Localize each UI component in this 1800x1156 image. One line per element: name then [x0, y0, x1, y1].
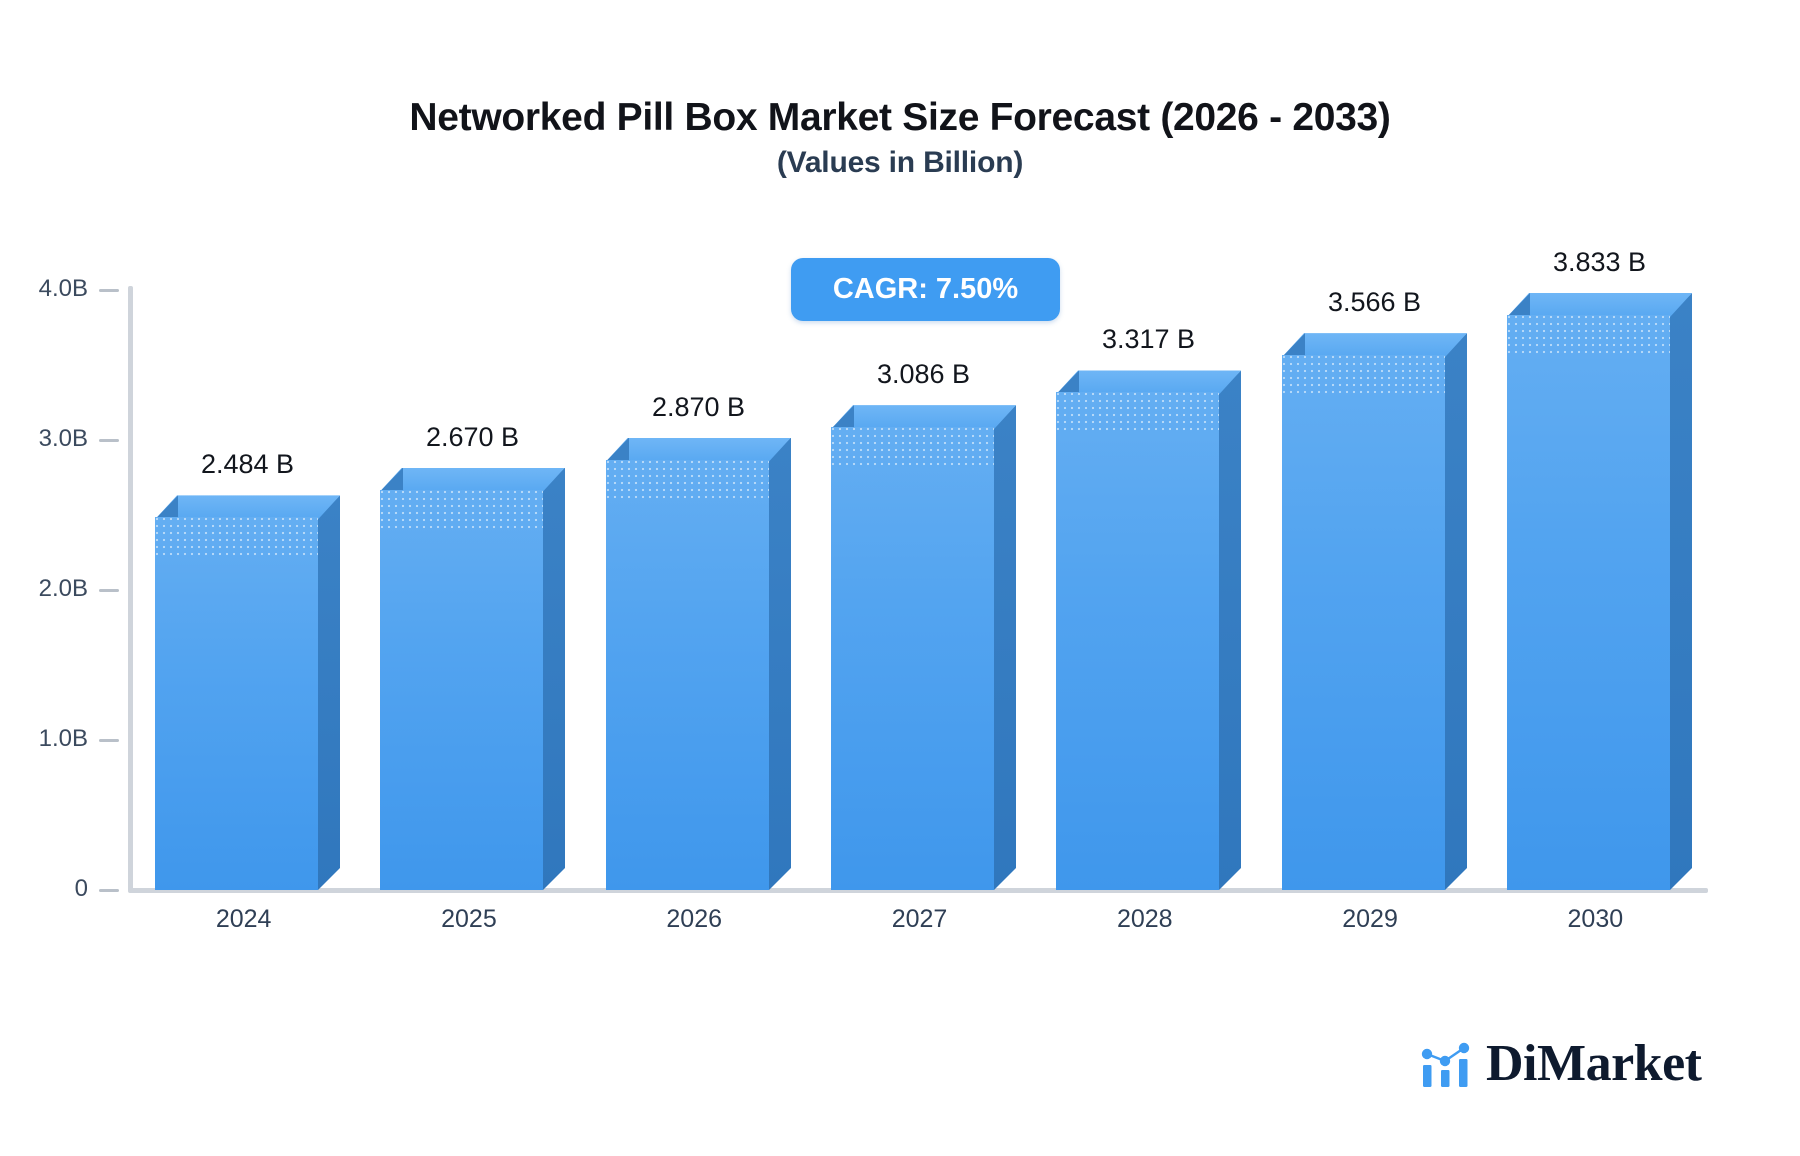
bar[interactable] [1056, 370, 1241, 890]
bar-side-face [543, 467, 565, 890]
bar-left-wedge [155, 495, 178, 520]
y-axis-tick-mark [99, 889, 119, 892]
y-axis-line [128, 286, 133, 892]
brand-logo: DiMarket [1420, 1035, 1702, 1092]
bar-texture [606, 459, 769, 502]
bar-side-face [769, 437, 791, 890]
bar[interactable] [606, 437, 791, 890]
bar-chart-icon [1420, 1039, 1472, 1089]
bar-value-label: 3.086 B [876, 359, 971, 390]
x-axis-tick-label: 2029 [1342, 905, 1398, 933]
bar-front-face [155, 517, 318, 890]
x-axis-tick-label: 2027 [891, 905, 948, 933]
cagr-badge: CAGR: 7.50% [791, 258, 1060, 321]
bar-front-face [380, 489, 543, 890]
bar-front-face [831, 427, 994, 890]
bar-value-label: 3.566 B [1327, 287, 1422, 318]
bar-texture [155, 517, 318, 560]
bar-front-face [1507, 315, 1670, 890]
brand-name: DiMarket [1486, 1035, 1702, 1092]
page-title: Networked Pill Box Market Size Forecast … [409, 96, 1391, 139]
x-axis-line [128, 888, 1708, 893]
x-axis-tick-label: 2026 [666, 905, 723, 933]
bar-texture [1056, 392, 1219, 435]
bar-side-face [1670, 293, 1692, 890]
y-axis-tick-mark [99, 289, 119, 292]
bar-top-face [380, 467, 565, 492]
y-axis-tick-mark [99, 589, 119, 592]
y-axis-tick-label: 3.0B [38, 425, 88, 452]
bar-side-face [994, 405, 1016, 890]
x-axis-tick-label: 2030 [1567, 905, 1624, 933]
bar-side-face [1445, 333, 1467, 890]
bar-texture [831, 427, 994, 470]
bar[interactable] [380, 467, 565, 890]
bar[interactable] [1507, 293, 1692, 890]
bar-front-face [1282, 355, 1445, 890]
x-axis-tick-label: 2028 [1116, 905, 1173, 933]
bar-texture [1507, 315, 1670, 358]
bar-texture [1282, 355, 1445, 398]
bar[interactable] [155, 495, 340, 890]
bar-top-face [1282, 333, 1467, 358]
cagr-badge-label: CAGR: 7.50% [832, 273, 1019, 305]
bar-value-label: 2.670 B [425, 421, 520, 452]
bar-top-face [1056, 370, 1241, 395]
bar-side-face [318, 495, 340, 890]
bar[interactable] [831, 405, 1016, 890]
bar-top-face [606, 437, 791, 462]
bar-top-face [831, 405, 1016, 430]
bar-front-face [1056, 392, 1219, 890]
bar-value-label: 3.833 B [1552, 247, 1647, 278]
bar-top-face [155, 495, 340, 520]
y-axis-tick-label: 0 [74, 875, 88, 902]
page-subtitle: (Values in Billion) [776, 146, 1024, 179]
y-axis-tick-label: 1.0B [38, 725, 88, 752]
x-axis-tick-label: 2024 [215, 905, 272, 933]
bar-value-label: 2.484 B [200, 449, 295, 480]
y-axis-tick-label: 4.0B [38, 275, 88, 302]
y-axis-tick-mark [99, 439, 119, 442]
bar[interactable] [1282, 333, 1467, 890]
x-axis-tick-label: 2025 [441, 905, 497, 933]
y-axis-tick-mark [99, 739, 119, 742]
bar-value-label: 2.870 B [651, 391, 746, 422]
bar-value-label: 3.317 B [1101, 324, 1196, 355]
bar-top-face [1507, 293, 1692, 318]
y-axis-tick-label: 2.0B [38, 575, 88, 602]
bar-side-face [1219, 370, 1241, 890]
bar-front-face [606, 459, 769, 890]
bar-texture [380, 489, 543, 532]
